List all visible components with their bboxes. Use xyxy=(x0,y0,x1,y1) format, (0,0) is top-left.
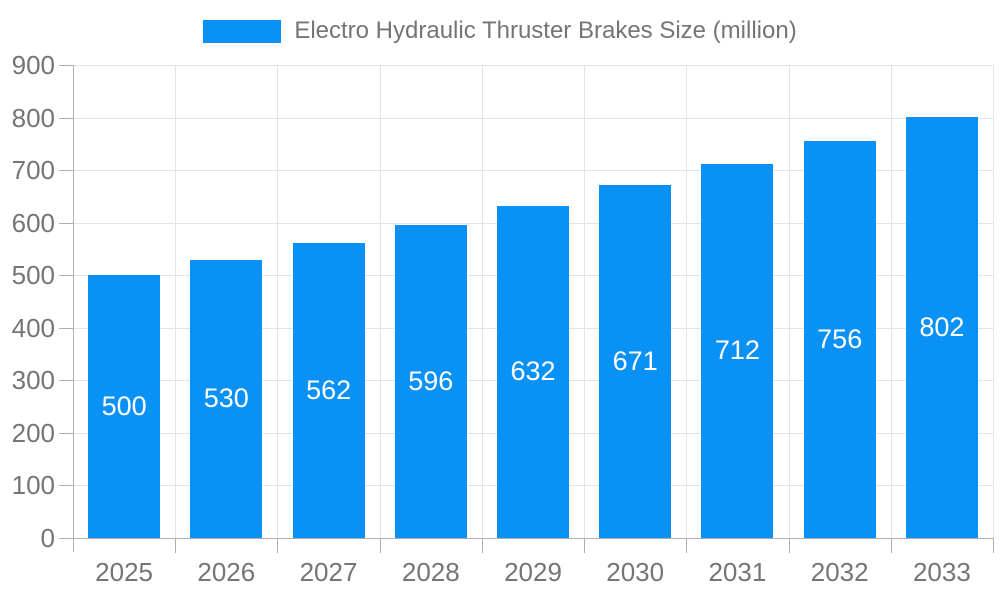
bar-2029[interactable]: 632 xyxy=(497,205,569,538)
legend: Electro Hydraulic Thruster Brakes Size (… xyxy=(0,17,1000,45)
bar-2033[interactable]: 802 xyxy=(905,116,978,538)
bar-value-label: 500 xyxy=(101,391,147,422)
gridline-horizontal xyxy=(73,170,993,172)
bar-value-label: 756 xyxy=(817,323,863,354)
y-tick-label: 200 xyxy=(11,417,55,448)
x-tick-label: 2032 xyxy=(810,557,869,587)
y-tick-label: 800 xyxy=(11,102,55,133)
x-tick xyxy=(584,538,586,553)
x-axis-line xyxy=(59,538,993,539)
gridline-vertical xyxy=(175,65,177,538)
y-tick-label: 500 xyxy=(11,260,55,291)
y-tick-label: 900 xyxy=(11,50,55,80)
legend-swatch-icon xyxy=(203,19,282,43)
x-tick xyxy=(277,538,279,553)
bar-value-label: 632 xyxy=(510,356,556,387)
y-tick xyxy=(59,275,73,277)
legend-item[interactable]: Electro Hydraulic Thruster Brakes Size (… xyxy=(203,17,797,45)
gridline-vertical xyxy=(277,65,279,538)
gridline-vertical xyxy=(686,65,688,538)
y-tick xyxy=(59,170,73,172)
x-tick-label: 2031 xyxy=(708,557,767,587)
gridline-horizontal xyxy=(73,65,993,66)
y-tick-label: 0 xyxy=(40,523,55,553)
gridline-vertical xyxy=(379,65,381,538)
x-tick xyxy=(993,538,994,553)
x-tick-label: 2030 xyxy=(606,557,665,587)
bar-value-label: 802 xyxy=(919,311,965,342)
bar-2026[interactable]: 530 xyxy=(190,259,263,538)
x-tick-label: 2029 xyxy=(504,557,562,587)
bar-value-label: 712 xyxy=(714,335,760,366)
x-tick xyxy=(686,538,688,553)
bar-2028[interactable]: 596 xyxy=(394,224,467,538)
x-tick xyxy=(890,538,892,553)
y-tick xyxy=(59,327,73,329)
x-tick-label: 2033 xyxy=(912,557,971,587)
legend-series-label: Electro Hydraulic Thruster Brakes Size (… xyxy=(294,17,797,44)
bar-value-label: 530 xyxy=(203,383,249,414)
gridline-vertical xyxy=(993,65,994,538)
gridline-vertical xyxy=(584,65,586,538)
gridline-vertical xyxy=(788,65,790,538)
y-tick xyxy=(59,432,73,434)
y-tick-label: 700 xyxy=(11,155,55,186)
y-tick-label: 300 xyxy=(11,365,55,396)
bar-2031[interactable]: 712 xyxy=(701,163,774,538)
y-tick xyxy=(59,380,73,382)
bar-2027[interactable]: 562 xyxy=(292,242,365,538)
x-tick-label: 2027 xyxy=(299,557,358,587)
bar-value-label: 671 xyxy=(612,346,658,377)
y-tick-label: 100 xyxy=(11,470,55,501)
gridline-vertical xyxy=(890,65,892,538)
bar-2032[interactable]: 756 xyxy=(803,140,876,538)
bar-value-label: 596 xyxy=(408,365,454,396)
y-tick xyxy=(59,65,73,66)
plot-area: 500 530 562 596 632 671 712 756 802 xyxy=(73,65,994,538)
x-tick-label: 2025 xyxy=(95,557,154,587)
y-tick-label: 600 xyxy=(11,207,55,238)
x-tick xyxy=(788,538,790,553)
bar-value-label: 562 xyxy=(306,374,352,405)
x-tick xyxy=(379,538,381,553)
x-tick-label: 2028 xyxy=(401,557,460,587)
x-tick xyxy=(175,538,177,553)
y-axis-line xyxy=(73,65,74,552)
x-tick-label: 2026 xyxy=(197,557,256,587)
x-tick xyxy=(481,538,483,553)
y-tick xyxy=(59,117,73,119)
bar-2030[interactable]: 671 xyxy=(599,185,672,538)
gridline-vertical xyxy=(481,65,483,538)
y-tick xyxy=(59,222,73,224)
y-tick xyxy=(59,485,73,487)
y-tick-label: 400 xyxy=(11,312,55,343)
gridline-horizontal xyxy=(73,117,993,119)
bar-2025[interactable]: 500 xyxy=(88,275,161,538)
